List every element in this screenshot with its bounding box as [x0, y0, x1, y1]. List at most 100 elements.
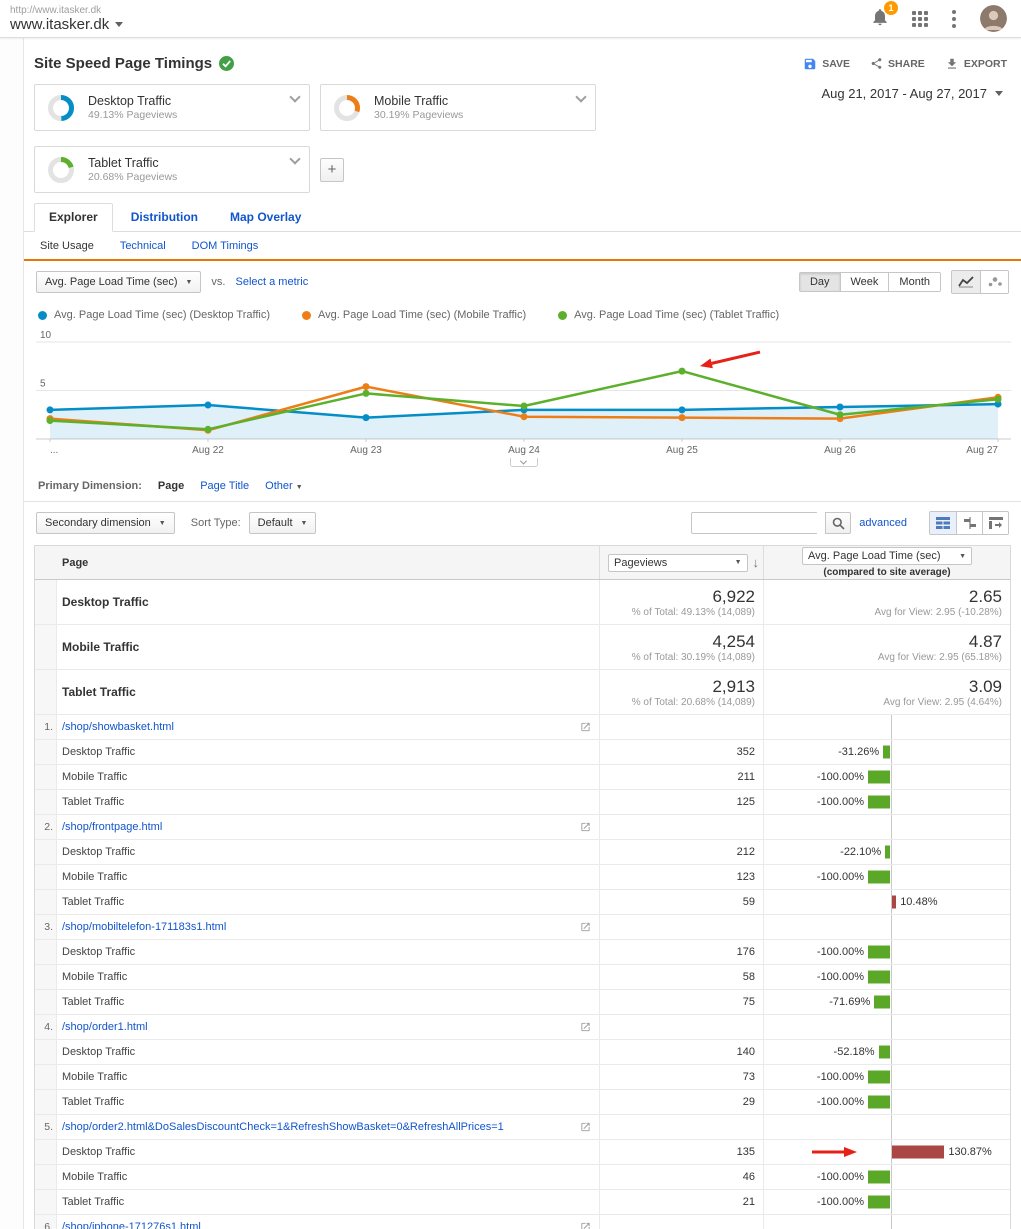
legend-item-desktop: Avg. Page Load Time (sec) (Desktop Traff… [38, 309, 270, 321]
bar-axis [891, 940, 892, 964]
red-arrow-annotation [812, 1147, 857, 1157]
save-button[interactable]: SAVE [803, 57, 850, 71]
apps-grid-icon[interactable] [912, 10, 928, 27]
segment-name: Tablet Traffic [62, 996, 125, 1008]
metric-total: 3.09 [968, 676, 1002, 696]
segment-name: Mobile Traffic [62, 871, 128, 883]
dimension-page-title[interactable]: Page Title [200, 480, 250, 492]
dimension-other[interactable]: Other ▼ [265, 480, 303, 492]
segment-card-desktop[interactable]: Desktop Traffic 49.13% Pageviews [34, 84, 310, 131]
share-button[interactable]: SHARE [870, 57, 925, 71]
chart-collapse-handle[interactable] [509, 457, 538, 467]
open-in-new-icon[interactable] [580, 722, 591, 733]
tab-explorer[interactable]: Explorer [34, 203, 113, 232]
tab-distribution[interactable]: Distribution [130, 210, 199, 224]
page-link[interactable]: /shop/showbasket.html [62, 721, 174, 733]
green-delta-bar [868, 970, 890, 984]
chevron-down-icon[interactable] [289, 91, 301, 103]
segment-sub-row: Mobile Traffic 123 -100.00% [35, 865, 1010, 890]
motion-chart-view-button[interactable] [980, 271, 1008, 293]
pageviews-percent-of-total: % of Total: 20.68% (14,089) [631, 696, 755, 708]
pageviews-value: 125 [736, 796, 755, 808]
export-button[interactable]: EXPORT [945, 57, 1007, 71]
vs-label: vs. [211, 276, 226, 288]
dimension-page[interactable]: Page [157, 480, 185, 492]
metric-select[interactable]: Avg. Page Load Time (sec) ▼ [36, 271, 202, 293]
segment-name: Mobile Traffic [62, 771, 128, 783]
page-link[interactable]: /shop/order1.html [62, 1021, 148, 1033]
delta-percent-label: -22.10% [840, 846, 882, 858]
segment-card-tablet[interactable]: Tablet Traffic 20.68% Pageviews [34, 146, 310, 193]
summary-row: Tablet Traffic 2,913 % of Total: 20.68% … [35, 670, 1010, 715]
metric-group-tabs: Site Usage Technical DOM Timings [24, 232, 1021, 261]
open-in-new-icon[interactable] [580, 1222, 591, 1229]
segment-name: Desktop Traffic [62, 846, 136, 858]
open-in-new-icon[interactable] [580, 1122, 591, 1133]
pageviews-column-select[interactable]: Pageviews ▼ [608, 553, 748, 572]
data-table-view-button[interactable] [930, 512, 956, 534]
select-metric-link[interactable]: Select a metric [235, 276, 309, 288]
open-in-new-icon[interactable] [580, 1022, 591, 1033]
page-link[interactable]: /shop/iphone-171276s1.html [62, 1221, 201, 1229]
granularity-month-button[interactable]: Month [888, 273, 940, 291]
pivot-view-button[interactable] [982, 512, 1008, 534]
segment-card-mobile[interactable]: Mobile Traffic 30.19% Pageviews [320, 84, 596, 131]
delta-percent-label: -100.00% [816, 1171, 864, 1183]
open-in-new-icon[interactable] [580, 922, 591, 933]
table-view-switcher [929, 511, 1009, 535]
property-name: www.itasker.dk [10, 15, 110, 33]
subtab-site-usage[interactable]: Site Usage [40, 240, 94, 252]
page-link[interactable]: /shop/frontpage.html [62, 821, 163, 833]
segment-sub-row: Desktop Traffic 352 -31.26% [35, 740, 1010, 765]
green-delta-bar [868, 770, 890, 784]
page-link[interactable]: /shop/mobiltelefon-171183s1.html [62, 921, 227, 933]
subtab-dom-timings[interactable]: DOM Timings [191, 240, 259, 252]
add-segment-button[interactable]: + [320, 157, 344, 182]
notifications-button[interactable]: 1 [870, 1, 898, 30]
segment-sub-row: Desktop Traffic 140 -52.18% [35, 1040, 1010, 1065]
segment-name: Desktop Traffic [62, 746, 136, 758]
line-chart-view-button[interactable] [952, 271, 980, 293]
red-delta-bar [892, 1145, 945, 1159]
metric-site-average: Avg for View: 2.95 (65.18%) [877, 651, 1002, 663]
column-header-page[interactable]: Page [62, 556, 89, 569]
chevron-down-icon[interactable] [289, 153, 301, 165]
granularity-week-button[interactable]: Week [839, 273, 889, 291]
segment-name: Desktop Traffic [62, 946, 136, 958]
pageviews-total: 4,254 [712, 631, 755, 651]
timeseries-chart: 5 10... Aug 22 Aug 23 Aug 24 Aug 25 Aug 26 Aug … [36, 330, 1011, 456]
search-button[interactable] [825, 512, 852, 534]
subtab-technical[interactable]: Technical [119, 240, 166, 252]
segment-name: Mobile Traffic [62, 1171, 128, 1183]
table-search-input[interactable] [691, 512, 818, 534]
granularity-day-button[interactable]: Day [799, 273, 840, 291]
pageviews-value: 21 [742, 1196, 755, 1208]
sort-type-select[interactable]: Default ▼ [248, 512, 317, 534]
avatar[interactable] [980, 5, 1007, 32]
account-selector[interactable]: http://www.itasker.dk www.itasker.dk [10, 4, 124, 34]
comparison-view-icon [963, 517, 976, 529]
secondary-dimension-button[interactable]: Secondary dimension ▼ [36, 512, 175, 534]
tab-map-overlay[interactable]: Map Overlay [230, 210, 302, 224]
primary-dimension-label: Primary Dimension: [38, 480, 142, 492]
chart-type-group [951, 270, 1009, 294]
comparison-view-button[interactable] [956, 512, 982, 534]
date-range-selector[interactable]: Aug 21, 2017 - Aug 27, 2017 [821, 86, 1003, 101]
bar-axis [891, 1115, 892, 1139]
metric-column-select[interactable]: Avg. Page Load Time (sec) ▼ [802, 547, 972, 565]
page-row: 3. /shop/mobiltelefon-171183s1.html [35, 915, 1010, 940]
summary-row: Desktop Traffic 6,922 % of Total: 49.13%… [35, 580, 1010, 625]
sort-direction-icon[interactable]: ↓ [752, 555, 760, 570]
bell-icon [873, 9, 887, 26]
chevron-down-icon: ▼ [300, 519, 308, 527]
collapsed-left-nav[interactable] [0, 38, 24, 1229]
advanced-search-link[interactable]: advanced [859, 517, 907, 529]
chevron-down-icon[interactable] [575, 91, 587, 103]
segment-sub-row: Tablet Traffic 29 -100.00% [35, 1090, 1010, 1115]
delta-percent-label: -52.18% [833, 1046, 875, 1058]
more-vert-icon[interactable] [950, 8, 958, 30]
green-delta-bar [883, 745, 890, 759]
metric-site-average: Avg for View: 2.95 (4.64%) [883, 696, 1002, 708]
page-link[interactable]: /shop/order2.html&DoSalesDiscountCheck=1… [62, 1121, 504, 1133]
open-in-new-icon[interactable] [580, 822, 591, 833]
